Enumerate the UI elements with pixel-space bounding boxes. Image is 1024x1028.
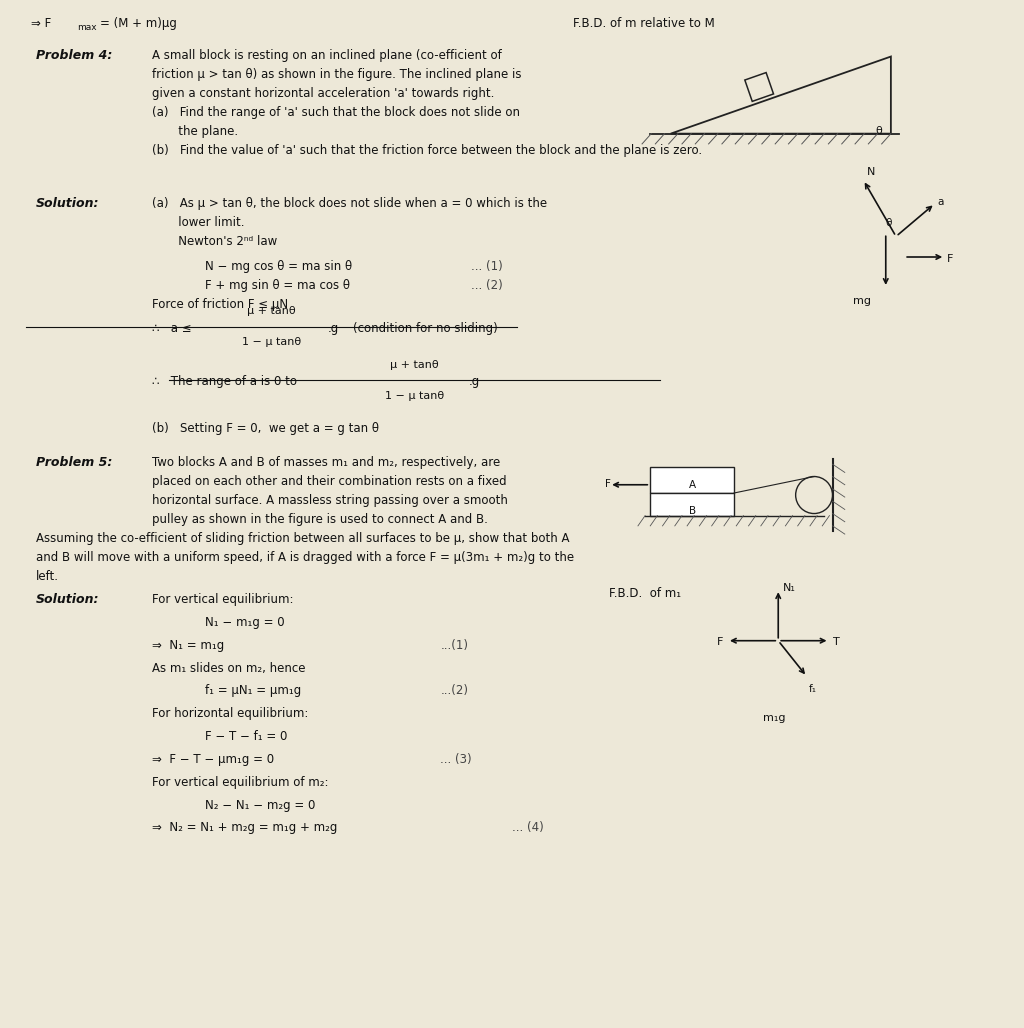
- Text: a: a: [937, 197, 943, 208]
- Text: ⇒  F − T − μm₁g = 0: ⇒ F − T − μm₁g = 0: [152, 752, 273, 766]
- Text: f₁: f₁: [809, 684, 817, 694]
- Text: For vertical equilibrium of m₂:: For vertical equilibrium of m₂:: [152, 776, 328, 788]
- Bar: [650, 468, 734, 493]
- Text: Force of friction F ≤ μN: Force of friction F ≤ μN: [152, 298, 288, 310]
- Text: θ: θ: [886, 218, 892, 228]
- Text: lower limit.: lower limit.: [152, 216, 244, 229]
- Text: f₁ = μN₁ = μm₁g: f₁ = μN₁ = μm₁g: [205, 685, 301, 697]
- Text: F − T − f₁ = 0: F − T − f₁ = 0: [205, 730, 287, 743]
- Text: F: F: [605, 479, 611, 488]
- Text: A: A: [689, 480, 695, 489]
- Text: horizontal surface. A massless string passing over a smooth: horizontal surface. A massless string pa…: [152, 494, 508, 507]
- Text: Problem 5:: Problem 5:: [36, 456, 113, 469]
- Text: mg: mg: [853, 296, 871, 306]
- Text: = (M + m)μg: = (M + m)μg: [100, 17, 177, 31]
- Text: (a)   As μ > tan θ, the block does not slide when a = 0 which is the: (a) As μ > tan θ, the block does not sli…: [152, 197, 547, 211]
- Text: (b)   Find the value of 'a' such that the friction force between the block and t: (b) Find the value of 'a' such that the …: [152, 145, 701, 157]
- Text: placed on each other and their combination rests on a fixed: placed on each other and their combinati…: [152, 475, 506, 488]
- Text: θ: θ: [876, 126, 883, 137]
- Text: max: max: [77, 23, 96, 32]
- Text: ... (1): ... (1): [471, 259, 503, 272]
- Text: Assuming the co-efficient of sliding friction between all surfaces to be μ, show: Assuming the co-efficient of sliding fri…: [36, 533, 569, 545]
- Text: the plane.: the plane.: [152, 125, 238, 139]
- Text: 1 − μ tanθ: 1 − μ tanθ: [385, 391, 444, 401]
- Text: μ + tanθ: μ + tanθ: [390, 360, 439, 370]
- Text: ∴   a ≤: ∴ a ≤: [152, 322, 191, 335]
- Text: F.B.D.  of m₁: F.B.D. of m₁: [609, 587, 681, 600]
- Text: Solution:: Solution:: [36, 593, 99, 607]
- Text: F: F: [717, 636, 723, 647]
- Text: .g: .g: [469, 375, 480, 388]
- Text: F: F: [947, 254, 953, 264]
- Text: and B will move with a uniform speed, if A is dragged with a force F = μ(3m₁ + m: and B will move with a uniform speed, if…: [36, 551, 574, 564]
- Text: friction μ > tan θ) as shown in the figure. The inclined plane is: friction μ > tan θ) as shown in the figu…: [152, 68, 521, 81]
- Text: μ + tanθ: μ + tanθ: [247, 306, 296, 317]
- Text: (a)   Find the range of 'a' such that the block does not slide on: (a) Find the range of 'a' such that the …: [152, 107, 519, 119]
- Text: (condition for no sliding): (condition for no sliding): [353, 322, 498, 335]
- Text: N₂ − N₁ − m₂g = 0: N₂ − N₁ − m₂g = 0: [205, 799, 315, 811]
- Text: ...(1): ...(1): [440, 638, 468, 652]
- Text: ⇒  N₂ = N₁ + m₂g = m₁g + m₂g: ⇒ N₂ = N₁ + m₂g = m₁g + m₂g: [152, 821, 337, 835]
- Text: .g: .g: [328, 322, 339, 335]
- Text: m₁g: m₁g: [763, 712, 785, 723]
- Text: pulley as shown in the figure is used to connect A and B.: pulley as shown in the figure is used to…: [152, 513, 487, 526]
- Text: Problem 4:: Problem 4:: [36, 49, 113, 63]
- Text: Solution:: Solution:: [36, 197, 99, 211]
- Text: F.B.D. of m relative to M: F.B.D. of m relative to M: [573, 17, 715, 31]
- Text: left.: left.: [36, 571, 58, 583]
- Text: A small block is resting on an inclined plane (co-efficient of: A small block is resting on an inclined …: [152, 49, 502, 63]
- Text: T: T: [833, 636, 840, 647]
- Text: B: B: [689, 507, 695, 516]
- Text: ⇒  N₁ = m₁g: ⇒ N₁ = m₁g: [152, 638, 224, 652]
- Text: Newton's 2ⁿᵈ law: Newton's 2ⁿᵈ law: [152, 235, 276, 249]
- Text: For horizontal equilibrium:: For horizontal equilibrium:: [152, 707, 308, 721]
- Text: As m₁ slides on m₂, hence: As m₁ slides on m₂, hence: [152, 662, 305, 674]
- Text: For vertical equilibrium:: For vertical equilibrium:: [152, 593, 293, 607]
- Text: N: N: [867, 167, 876, 177]
- Text: ... (2): ... (2): [471, 279, 503, 292]
- Text: given a constant horizontal acceleration 'a' towards right.: given a constant horizontal acceleration…: [152, 87, 494, 101]
- Text: Two blocks A and B of masses m₁ and m₂, respectively, are: Two blocks A and B of masses m₁ and m₂, …: [152, 456, 500, 469]
- Text: ⇒ F: ⇒ F: [31, 17, 51, 31]
- Text: N − mg cos θ = ma sin θ: N − mg cos θ = ma sin θ: [205, 259, 352, 272]
- Text: N₁: N₁: [783, 583, 797, 593]
- Text: F + mg sin θ = ma cos θ: F + mg sin θ = ma cos θ: [205, 279, 350, 292]
- Text: ...(2): ...(2): [440, 685, 468, 697]
- Text: ∴   The range of a is 0 to: ∴ The range of a is 0 to: [152, 375, 297, 388]
- Bar: [650, 493, 734, 516]
- Text: ... (4): ... (4): [512, 821, 544, 835]
- Text: (b)   Setting F = 0,  we get a = g tan θ: (b) Setting F = 0, we get a = g tan θ: [152, 421, 379, 435]
- Text: ... (3): ... (3): [440, 752, 472, 766]
- Text: N₁ − m₁g = 0: N₁ − m₁g = 0: [205, 616, 285, 629]
- Text: 1 − μ tanθ: 1 − μ tanθ: [242, 337, 301, 347]
